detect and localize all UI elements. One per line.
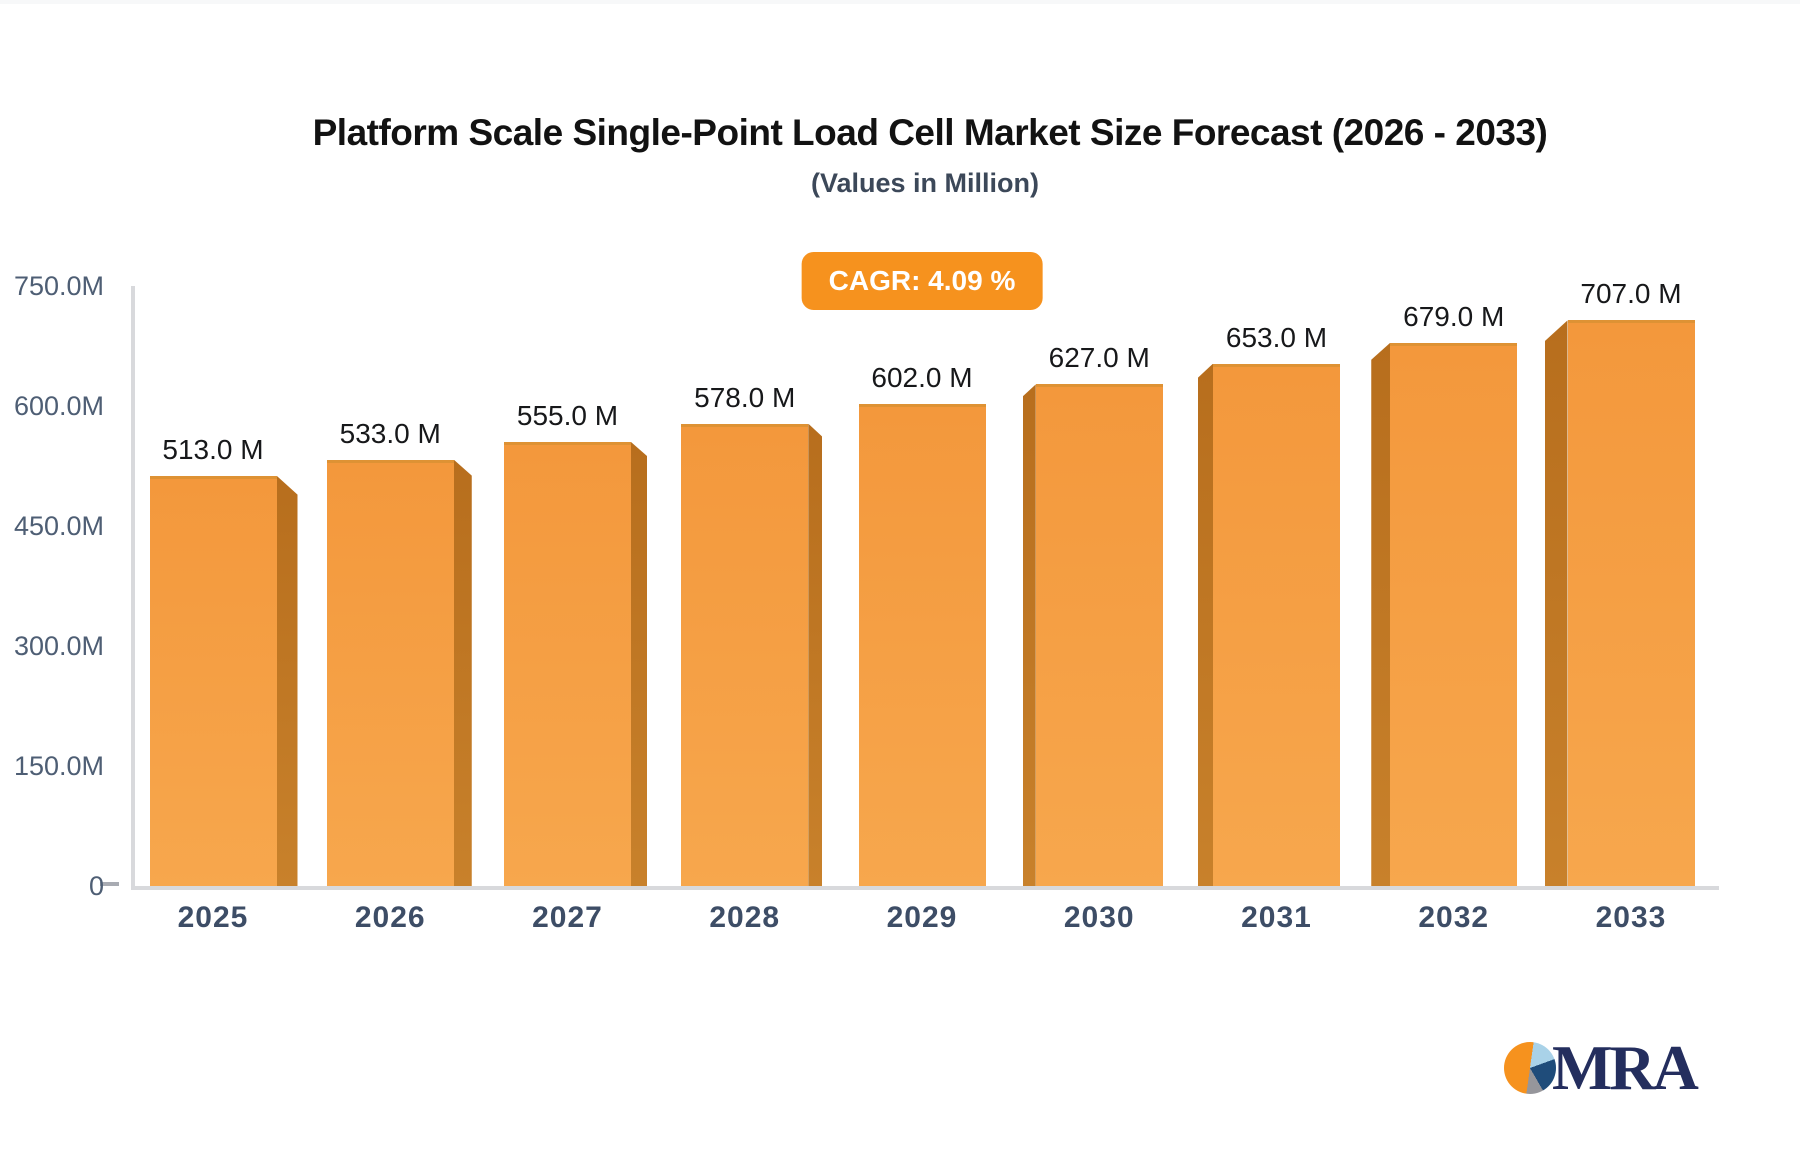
- bar-value-label-2033: 707.0 M: [1580, 278, 1682, 310]
- y-tick-label: 600.0M: [13, 391, 104, 421]
- bar-value-label-2028: 578.0 M: [694, 381, 796, 413]
- x-axis-label-2032: 2032: [1418, 901, 1490, 934]
- bar-value-label-2029: 602.0 M: [871, 362, 973, 394]
- x-axis-label-2025: 2025: [177, 901, 249, 934]
- bar-side-face-2026: [453, 459, 472, 886]
- bar-side-face-2030: [1022, 384, 1036, 886]
- bar-value-label-2031: 653.0 M: [1225, 321, 1328, 353]
- bar-2027[interactable]: [504, 442, 631, 886]
- x-axis-label-2026: 2026: [354, 901, 426, 934]
- bar-2028[interactable]: [681, 423, 809, 886]
- bar-value-label-2025: 513.0 M: [162, 433, 264, 465]
- bar-2031[interactable]: [1213, 363, 1340, 886]
- bar-side-face-2027: [631, 442, 647, 886]
- bar-side-face-2031: [1198, 363, 1213, 886]
- x-axis-label-2028: 2028: [709, 901, 781, 934]
- x-axis-label-2027: 2027: [532, 901, 603, 934]
- bar-side-face-2025: [276, 475, 298, 886]
- bar-2032[interactable]: [1390, 342, 1518, 886]
- bar-value-label-2032: 679.0 M: [1403, 300, 1505, 332]
- bar-2029[interactable]: [858, 404, 986, 886]
- chart-subtitle: (Values in Million): [810, 168, 1040, 198]
- mra-pie-icon: [1504, 1042, 1556, 1094]
- cagr-badge: CAGR: 4.09 %: [801, 252, 1043, 310]
- bar-value-label-2027: 555.0 M: [516, 400, 619, 431]
- bar-2030[interactable]: [1035, 384, 1163, 886]
- y-axis-line: [131, 286, 135, 888]
- y-tick-label: 0: [88, 871, 104, 901]
- mra-logo-text: MRA: [1552, 1032, 1699, 1103]
- mra-logo: MRA: [1504, 1036, 1704, 1100]
- bar-side-face-2033: [1544, 320, 1568, 886]
- y-tick-label: 300.0M: [13, 631, 104, 661]
- bar-2033[interactable]: [1567, 320, 1695, 886]
- y-tick-label: 750.0M: [13, 271, 104, 301]
- x-axis-label-2033: 2033: [1595, 901, 1667, 934]
- bar-side-face-2032: [1371, 342, 1391, 886]
- bar-2026[interactable]: [326, 459, 454, 886]
- y-tick-label: 150.0M: [13, 751, 104, 781]
- y-tick-label: 450.0M: [13, 511, 104, 541]
- bar-value-label-2026: 533.0 M: [339, 417, 441, 449]
- chart-title: Platform Scale Single-Point Load Cell Ma…: [312, 112, 1548, 153]
- bar-2025[interactable]: [149, 475, 277, 886]
- x-axis-line: [131, 886, 1719, 890]
- x-axis-label-2031: 2031: [1241, 901, 1312, 934]
- zero-tick-mark: [100, 882, 119, 886]
- bar-side-face-2028: [808, 423, 823, 886]
- x-axis-label-2030: 2030: [1063, 901, 1135, 934]
- x-axis-label-2029: 2029: [886, 901, 958, 934]
- top-edge-strip: [0, 0, 1800, 4]
- bar-value-label-2030: 627.0 M: [1048, 342, 1150, 374]
